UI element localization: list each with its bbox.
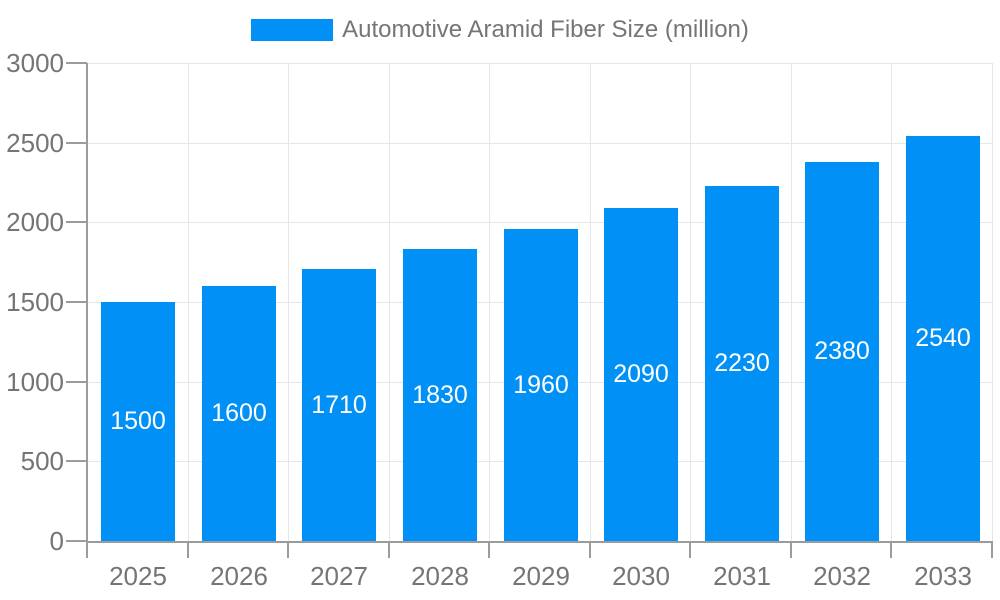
y-axis-tick <box>66 381 87 383</box>
y-tick-label: 2000 <box>6 207 64 237</box>
bar[interactable]: 1960 <box>504 229 578 541</box>
y-axis-tick <box>66 221 87 223</box>
y-axis-tick <box>66 62 87 64</box>
y-axis-tick <box>66 540 87 542</box>
x-axis-tick <box>689 543 691 558</box>
x-axis-tick <box>790 543 792 558</box>
y-tick-label: 3000 <box>6 48 64 78</box>
bar-value-label: 1710 <box>311 390 367 419</box>
v-gridline <box>791 63 792 541</box>
y-tick-label: 0 <box>49 526 64 556</box>
y-axis-line <box>86 63 88 543</box>
x-tick-label: 2029 <box>512 561 570 591</box>
bar-value-label: 2540 <box>915 324 971 352</box>
v-gridline <box>690 63 691 541</box>
h-gridline <box>88 63 993 64</box>
v-gridline <box>992 63 993 541</box>
h-gridline <box>88 143 993 144</box>
bar[interactable]: 1830 <box>403 249 477 541</box>
h-gridline <box>88 222 993 223</box>
y-tick-label: 1500 <box>6 287 64 317</box>
y-tick-label: 1000 <box>6 367 64 397</box>
x-tick-label: 2028 <box>411 561 469 591</box>
legend[interactable]: Automotive Aramid Fiber Size (million) <box>0 16 1000 45</box>
bar[interactable]: 1600 <box>202 286 276 541</box>
bar-value-label: 2230 <box>714 349 770 377</box>
bar[interactable]: 2380 <box>805 162 879 541</box>
y-axis-tick <box>66 301 87 303</box>
x-tick-label: 2030 <box>612 561 670 591</box>
v-gridline <box>389 63 390 541</box>
plot-area: 0 500 1000 1500 2000 2500 3000 1500 2025 1600 2026… <box>6 50 993 591</box>
bar[interactable]: 2230 <box>705 186 779 541</box>
x-axis-tick <box>86 543 88 558</box>
bar[interactable]: 2540 <box>906 136 980 541</box>
bar-value-label: 1960 <box>513 370 569 399</box>
x-axis-line <box>86 541 993 543</box>
x-axis-tick <box>488 543 490 558</box>
x-tick-label: 2026 <box>210 561 268 591</box>
bar[interactable]: 1710 <box>302 269 376 541</box>
x-tick-label: 2025 <box>109 561 167 591</box>
x-axis-tick <box>287 543 289 558</box>
x-axis-tick <box>991 543 993 558</box>
bar-value-label: 2380 <box>814 337 870 365</box>
bar[interactable]: 2090 <box>604 208 678 541</box>
bar[interactable]: 1500 <box>101 302 175 541</box>
legend-swatch <box>251 19 334 42</box>
x-tick-label: 2027 <box>310 561 368 591</box>
bar-value-label: 1830 <box>412 380 468 409</box>
x-axis-tick <box>890 543 892 558</box>
legend-label: Automotive Aramid Fiber Size (million) <box>342 16 749 43</box>
v-gridline <box>590 63 591 541</box>
v-gridline <box>188 63 189 541</box>
y-axis-tick <box>66 142 87 144</box>
x-axis-tick <box>589 543 591 558</box>
x-tick-label: 2031 <box>713 561 771 591</box>
v-gridline <box>288 63 289 541</box>
x-axis-tick <box>187 543 189 558</box>
y-axis-tick <box>66 460 87 462</box>
x-tick-label: 2032 <box>813 561 871 591</box>
y-tick-label: 2500 <box>6 128 64 158</box>
x-axis-tick <box>388 543 390 558</box>
bar-value-label: 1500 <box>110 407 166 435</box>
bar-value-label: 2090 <box>613 360 669 388</box>
x-tick-label: 2033 <box>914 561 972 591</box>
v-gridline <box>891 63 892 541</box>
v-gridline <box>489 63 490 541</box>
y-tick-label: 500 <box>20 446 64 476</box>
bar-value-label: 1600 <box>211 399 267 427</box>
